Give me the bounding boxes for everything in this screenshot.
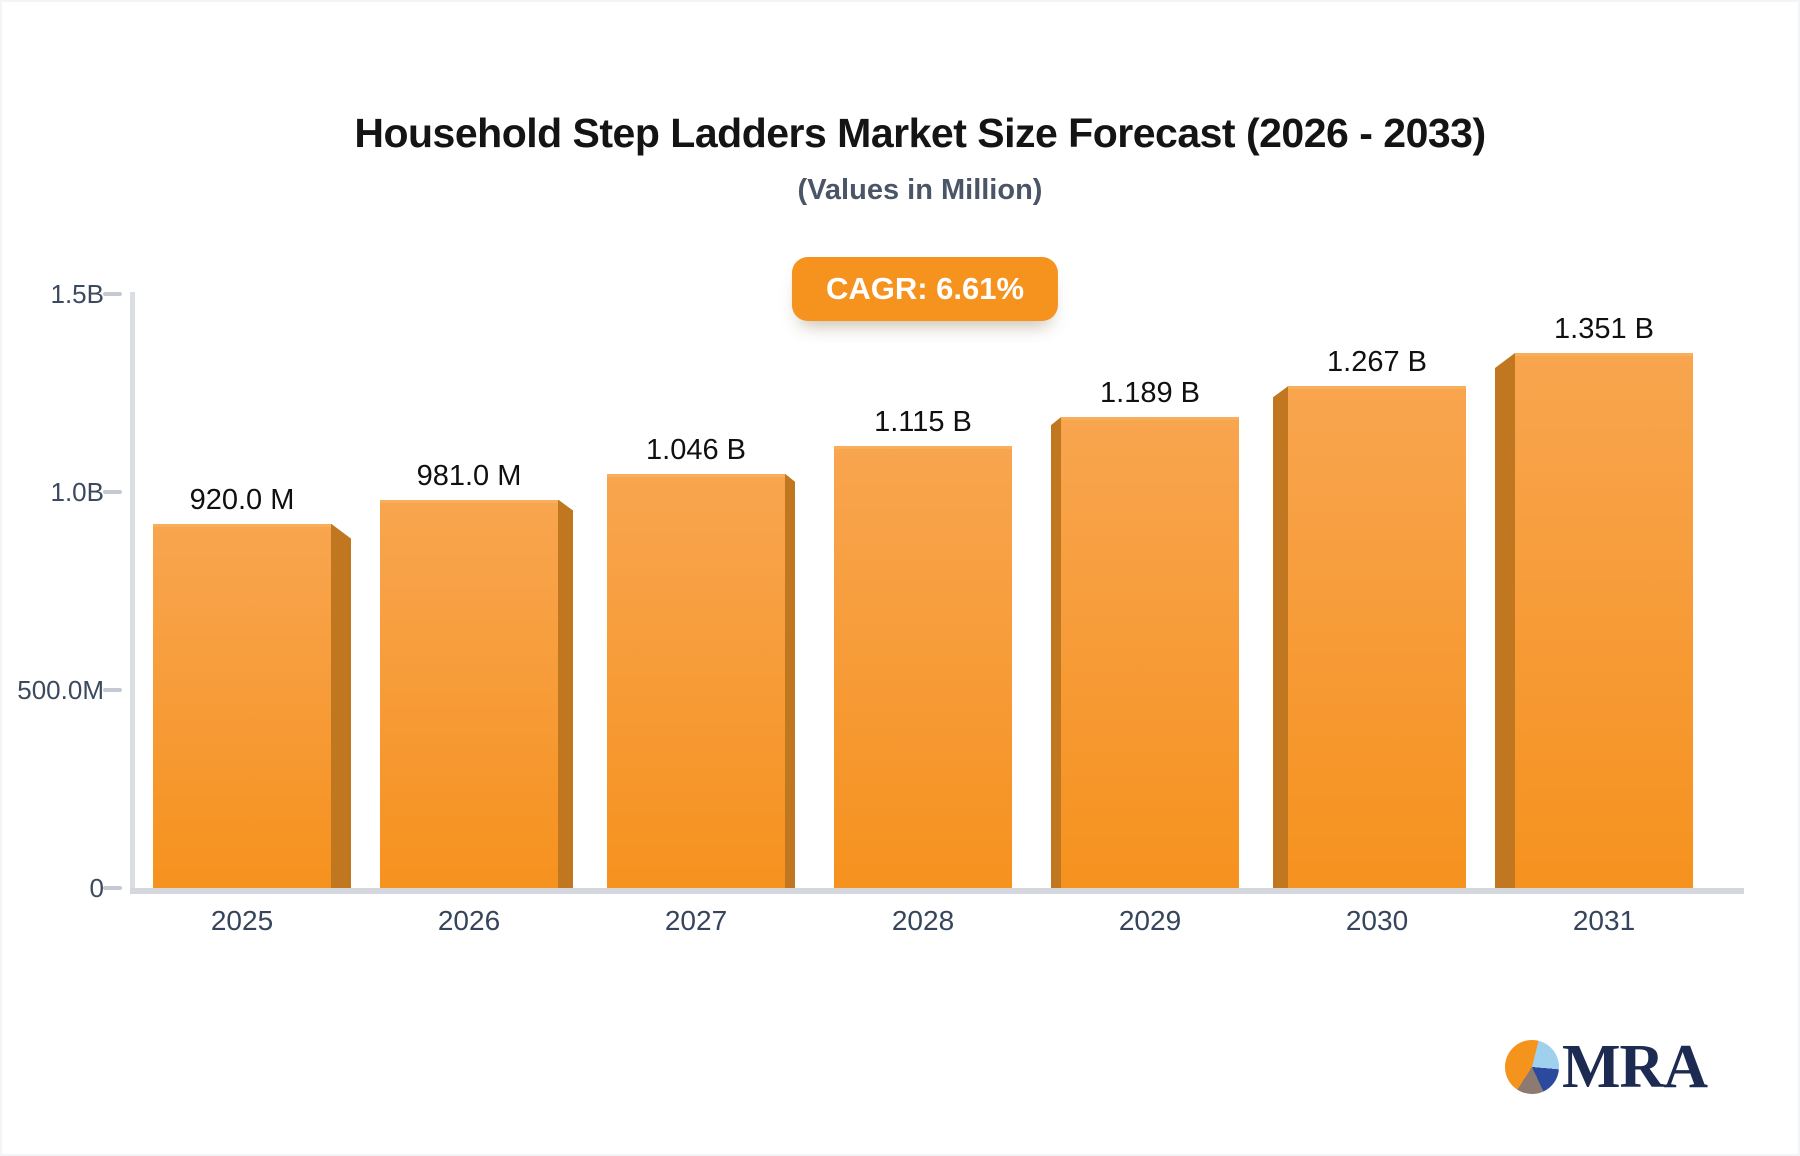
bar [834,446,1012,888]
brand-logo-text: MRA [1562,1033,1708,1101]
bar-value-label: 981.0 M [416,459,522,492]
x-axis-category-label: 2025 [210,905,274,936]
bar-side-facet [1273,386,1288,888]
y-axis-tick-mark [103,292,122,296]
chart-title: Household Step Ladders Market Size Forec… [354,110,1486,156]
bar-side-facet [1495,353,1515,888]
bar-value-label: 1.351 B [1554,313,1654,345]
bar-value-label: 1.189 B [1100,377,1200,410]
x-axis-category-label: 2026 [437,905,501,936]
y-axis-tick-label: 0 [89,873,104,903]
brand-logo: MRA [1505,1033,1708,1101]
y-axis-tick-mark [103,886,122,890]
bar-side-facet [785,473,795,888]
bar-value-label: 1.267 B [1327,346,1427,379]
bar-value-label: 920.0 M [189,483,295,516]
bar [1288,386,1466,888]
y-axis-tick-mark [103,688,122,692]
chart-subtitle: (Values in Million) [797,174,1043,206]
x-axis-category-label: 2028 [891,905,955,936]
y-axis-tick-label: 1.0B [50,477,105,507]
x-axis-category-label: 2027 [664,905,728,936]
y-axis-tick-label: 500.0M [17,675,104,705]
bar-side-facet [331,523,351,888]
y-axis-tick-mark [103,490,122,494]
y-axis-tick-label: 1.5B [50,279,105,309]
bar [153,523,331,888]
cagr-badge: CAGR: 6.61% [791,257,1059,321]
bar-value-label: 1.115 B [874,406,972,439]
bar [1061,417,1239,888]
y-axis-line [130,292,135,894]
bar [607,473,785,888]
bar [1515,353,1693,888]
bar [380,499,558,888]
bar-side-facet [558,499,573,888]
x-axis-category-label: 2030 [1345,905,1409,936]
pie-chart-logo-icon [1505,1040,1559,1094]
bar-value-label: 1.046 B [646,433,746,466]
x-axis-category-label: 2029 [1118,905,1182,936]
x-axis-category-label: 2031 [1572,905,1636,936]
bar-side-facet [1051,417,1061,888]
x-axis-line [130,888,1744,894]
